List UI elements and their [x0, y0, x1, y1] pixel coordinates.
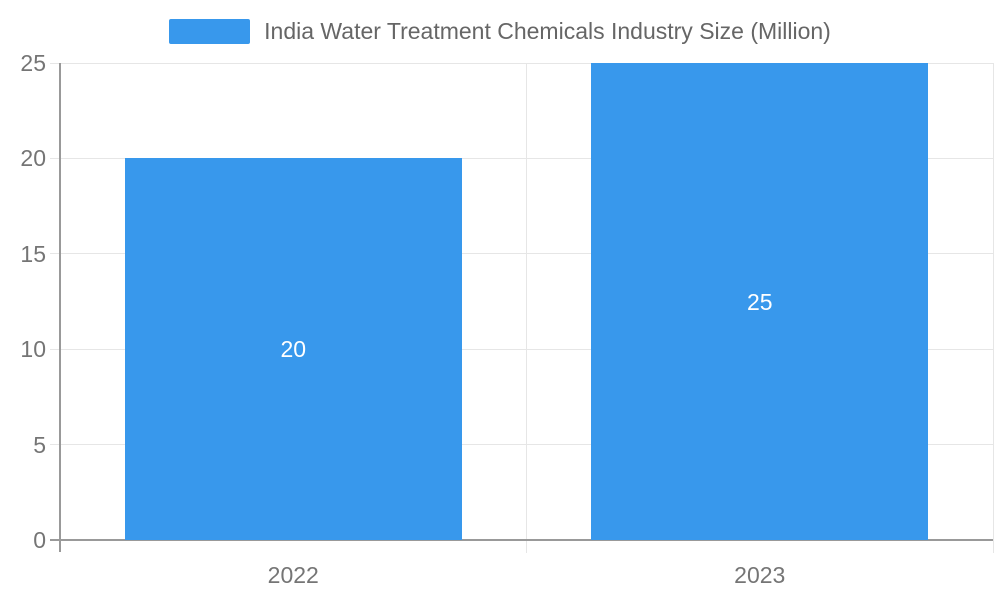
y-tick-label: 25	[20, 50, 46, 76]
legend-label[interactable]: India Water Treatment Chemicals Industry…	[264, 18, 831, 44]
y-tick-label: 0	[33, 527, 46, 553]
gridline-horizontal	[50, 444, 993, 446]
y-tick-label: 5	[33, 431, 46, 458]
bar-2023[interactable]	[591, 63, 929, 540]
gridline-horizontal	[50, 157, 993, 159]
x-axis-tick	[992, 540, 994, 553]
gridline-horizontal	[50, 253, 993, 255]
x-tick-label: 2022	[267, 562, 319, 588]
gridline-horizontal	[50, 348, 993, 350]
gridline-vertical	[992, 63, 994, 540]
x-axis-tick	[526, 540, 527, 553]
bar-value-label: 20	[280, 336, 307, 363]
y-tick-label: 10	[20, 336, 46, 363]
y-tick-label: 20	[20, 145, 46, 172]
x-tick-label: 2023	[734, 562, 786, 588]
y-tick-label: 15	[20, 240, 46, 267]
gridline-horizontal	[50, 62, 993, 64]
legend-swatch[interactable]	[169, 18, 251, 44]
bar-value-label: 25	[746, 288, 773, 315]
gridline-vertical	[526, 63, 527, 540]
y-axis-line	[59, 63, 61, 552]
bar-2022[interactable]	[124, 158, 462, 540]
x-axis-line	[50, 539, 993, 541]
legend[interactable]: India Water Treatment Chemicals Industry…	[0, 17, 1000, 45]
